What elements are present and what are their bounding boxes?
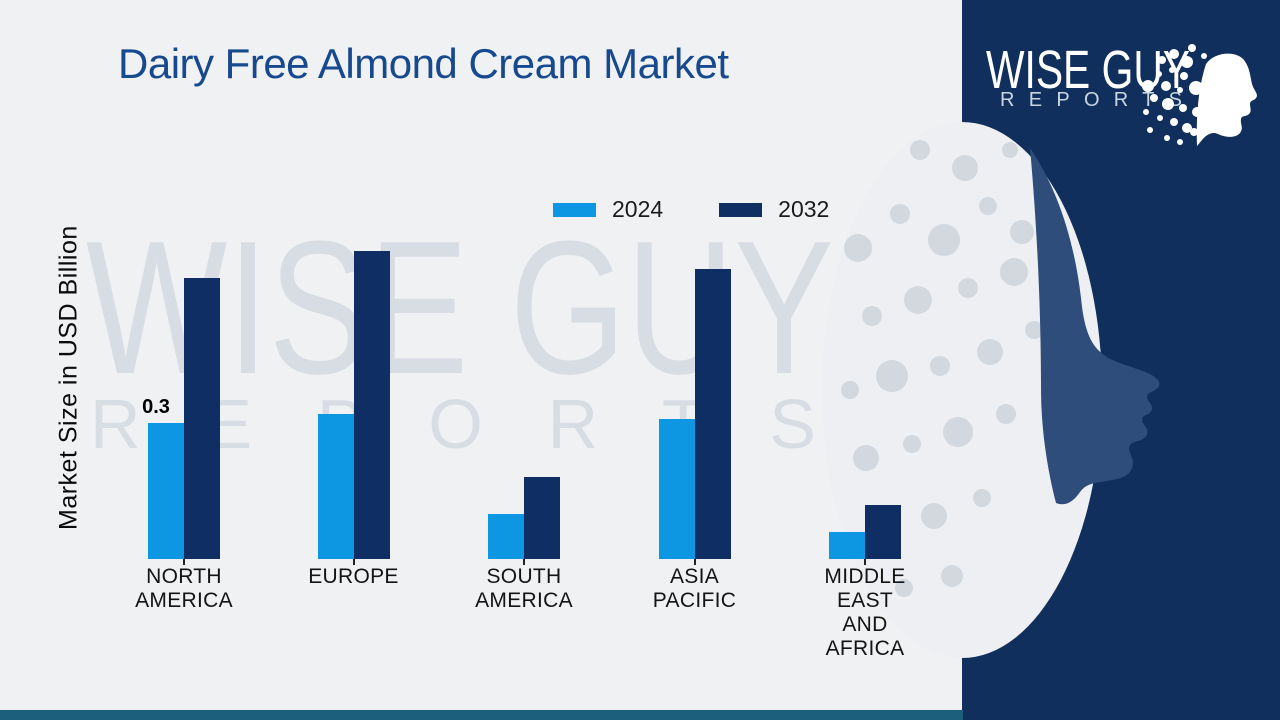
axis-tick: [183, 559, 185, 565]
bar-2032-category-2: [524, 477, 560, 559]
category-label: SOUTH AMERICA: [475, 565, 573, 612]
category-label: ASIA PACIFIC: [652, 565, 737, 612]
bar-2024-category-4: [829, 532, 865, 559]
legend-swatch-2032: [719, 202, 763, 217]
legend-item-2024: 2024: [553, 196, 663, 223]
page-title: Dairy Free Almond Cream Market: [118, 40, 729, 87]
bar-2024-category-3: [658, 419, 695, 559]
legend-swatch-2024: [553, 202, 596, 217]
bar-value-label: 0.3: [142, 396, 170, 418]
legend-item-2032: 2032: [719, 196, 829, 223]
bar-2024-category-1: [317, 414, 354, 559]
bar-2024-category-0: [148, 423, 184, 559]
axis-tick: [693, 559, 696, 565]
category-label: MIDDLE EAST AND AFRICA: [824, 565, 906, 660]
bar-2032-category-3: [694, 269, 731, 559]
bar-2032-category-1: [353, 251, 390, 559]
bar-2024-category-2: [488, 514, 524, 559]
legend-label-2032: 2032: [778, 196, 830, 222]
legend-label-2024: 2024: [612, 196, 664, 222]
axis-tick: [523, 559, 525, 565]
category-label: EUROPE: [308, 565, 399, 588]
bottom-accent-strip: [0, 710, 963, 720]
bar-2032-category-4: [865, 505, 901, 559]
category-label: NORTH AMERICA: [135, 565, 233, 612]
axis-tick: [352, 559, 355, 565]
legend: 2024 2032: [553, 196, 829, 223]
bar-2032-category-0: [184, 278, 220, 559]
